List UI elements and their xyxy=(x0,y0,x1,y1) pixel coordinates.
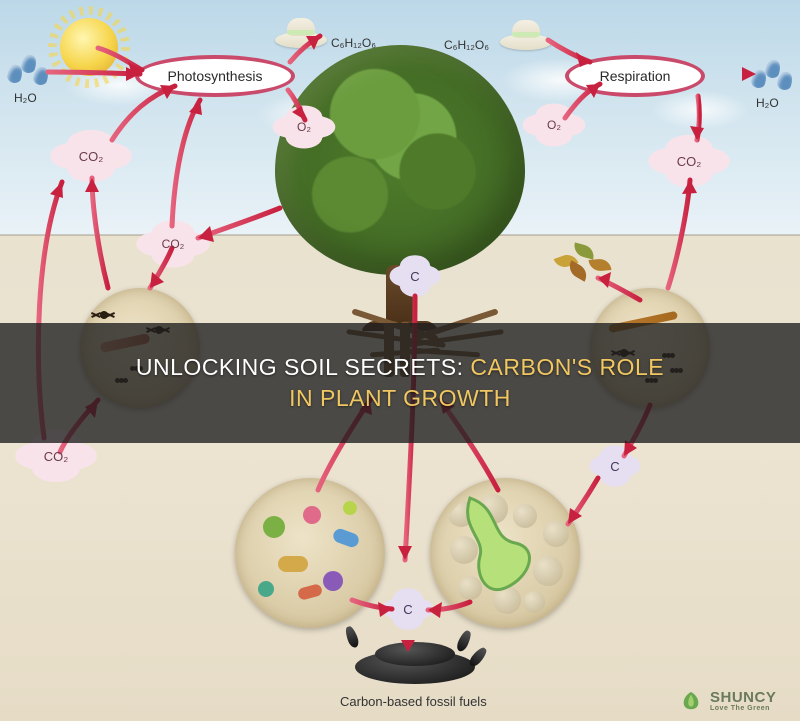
glucose-right-icon xyxy=(500,20,552,50)
pore-channel-icon xyxy=(430,478,580,628)
watermark-text: SHUNCY xyxy=(710,690,776,705)
glucose-left-icon xyxy=(275,18,327,48)
soil-microbes xyxy=(235,478,385,628)
soil-pore xyxy=(430,478,580,628)
process-photosynthesis-label: Photosynthesis xyxy=(168,68,263,84)
title-accent1: CARBON'S ROLE xyxy=(470,354,664,380)
diagram-stage: H₂O H₂O C₆H₁₂O₆ C₆H₁₂O₆ Photosynthesis R… xyxy=(0,0,800,721)
h2o-right-label: H₂O xyxy=(756,96,779,110)
water-drops-right-icon xyxy=(752,60,792,95)
bubble-co2-upper-left: CO₂ xyxy=(60,135,122,177)
title-text: UNLOCKING SOIL SECRETS: CARBON'S ROLE IN… xyxy=(136,352,664,414)
process-respiration: Respiration xyxy=(565,55,705,97)
fossil-fuel-icon xyxy=(355,640,475,685)
sun-icon xyxy=(60,18,118,76)
bubble-c-right: C xyxy=(595,450,635,482)
bubble-co2-upper-right: CO₂ xyxy=(658,140,720,182)
title-accent2: IN PLANT GROWTH xyxy=(289,385,511,411)
title-part1: UNLOCKING SOIL SECRETS: xyxy=(136,354,471,380)
bubble-o2-left: O₂ xyxy=(280,110,328,144)
leaf-litter-icon xyxy=(555,245,615,280)
bubble-co2-mid-left: CO₂ xyxy=(145,225,201,263)
water-drops-left-icon xyxy=(8,55,48,90)
leaf-logo-icon xyxy=(680,690,702,712)
h2o-left-label: H₂O xyxy=(14,91,37,105)
watermark-tagline: Love The Green xyxy=(710,705,776,712)
bubble-o2-right: O₂ xyxy=(530,108,578,142)
title-overlay: UNLOCKING SOIL SECRETS: CARBON'S ROLE IN… xyxy=(0,323,800,443)
bubble-c-bottom: C xyxy=(388,593,428,625)
fossil-caption: Carbon-based fossil fuels xyxy=(340,694,487,709)
process-photosynthesis: Photosynthesis xyxy=(135,55,295,97)
process-respiration-label: Respiration xyxy=(600,68,671,84)
glucose-right-label: C₆H₁₂O₆ xyxy=(444,38,489,52)
bubble-c-top: C xyxy=(395,260,435,292)
watermark: SHUNCY Love The Green xyxy=(680,690,776,712)
